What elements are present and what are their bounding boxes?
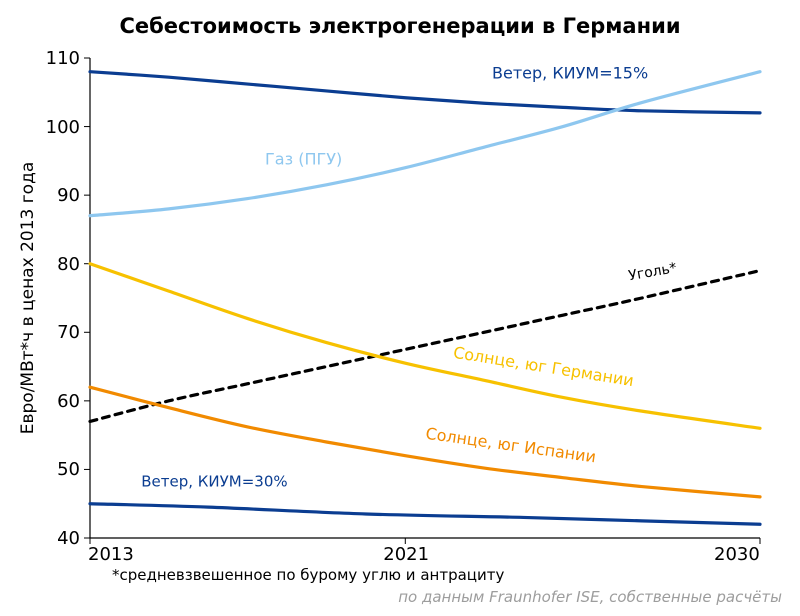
series-label-wind30: Ветер, КИУМ=30% bbox=[141, 473, 287, 491]
series-label-coal: Уголь* bbox=[627, 260, 678, 284]
chart-title: Себестоимость электрогенерации в Германи… bbox=[0, 14, 800, 38]
series-coal bbox=[90, 271, 760, 422]
chart-credit: по данным Fraunhofer ISE, собственные ра… bbox=[398, 588, 782, 606]
series-label-wind15: Ветер, КИУМ=15% bbox=[492, 64, 648, 83]
y-tick-label: 90 bbox=[57, 185, 80, 206]
series-wind30 bbox=[90, 504, 760, 525]
y-tick-label: 80 bbox=[57, 254, 80, 275]
series-label-solar_de: Солнце, юг Германии bbox=[452, 343, 635, 390]
chart-footnote: *средневзвешенное по бурому углю и антра… bbox=[112, 566, 504, 584]
y-tick-label: 70 bbox=[57, 322, 80, 343]
series-label-gas: Газ (ПГУ) bbox=[265, 149, 342, 168]
y-tick-label: 100 bbox=[46, 117, 80, 138]
chart-svg: Ветер, КИУМ=15% Газ (ПГУ) Уголь* Солнце, юг… bbox=[90, 58, 760, 538]
y-tick-label: 110 bbox=[46, 48, 80, 69]
x-tick-label: 2030 bbox=[714, 544, 760, 565]
y-tick-label: 60 bbox=[57, 391, 80, 412]
y-axis-label: Евро/МВт*ч в ценах 2013 года bbox=[18, 162, 38, 434]
plot-area: Ветер, КИУМ=15% Газ (ПГУ) Уголь* Солнце, юг… bbox=[90, 58, 760, 538]
series-wind15 bbox=[90, 72, 760, 113]
series-label-solar_es: Солнце, юг Испании bbox=[424, 424, 597, 467]
y-tick-label: 50 bbox=[57, 459, 80, 480]
x-tick-label: 2021 bbox=[383, 544, 429, 565]
x-tick-label: 2013 bbox=[88, 544, 134, 565]
series-gas bbox=[90, 72, 760, 216]
chart-container: Себестоимость электрогенерации в Германи… bbox=[0, 0, 800, 616]
y-tick-label: 40 bbox=[57, 528, 80, 549]
